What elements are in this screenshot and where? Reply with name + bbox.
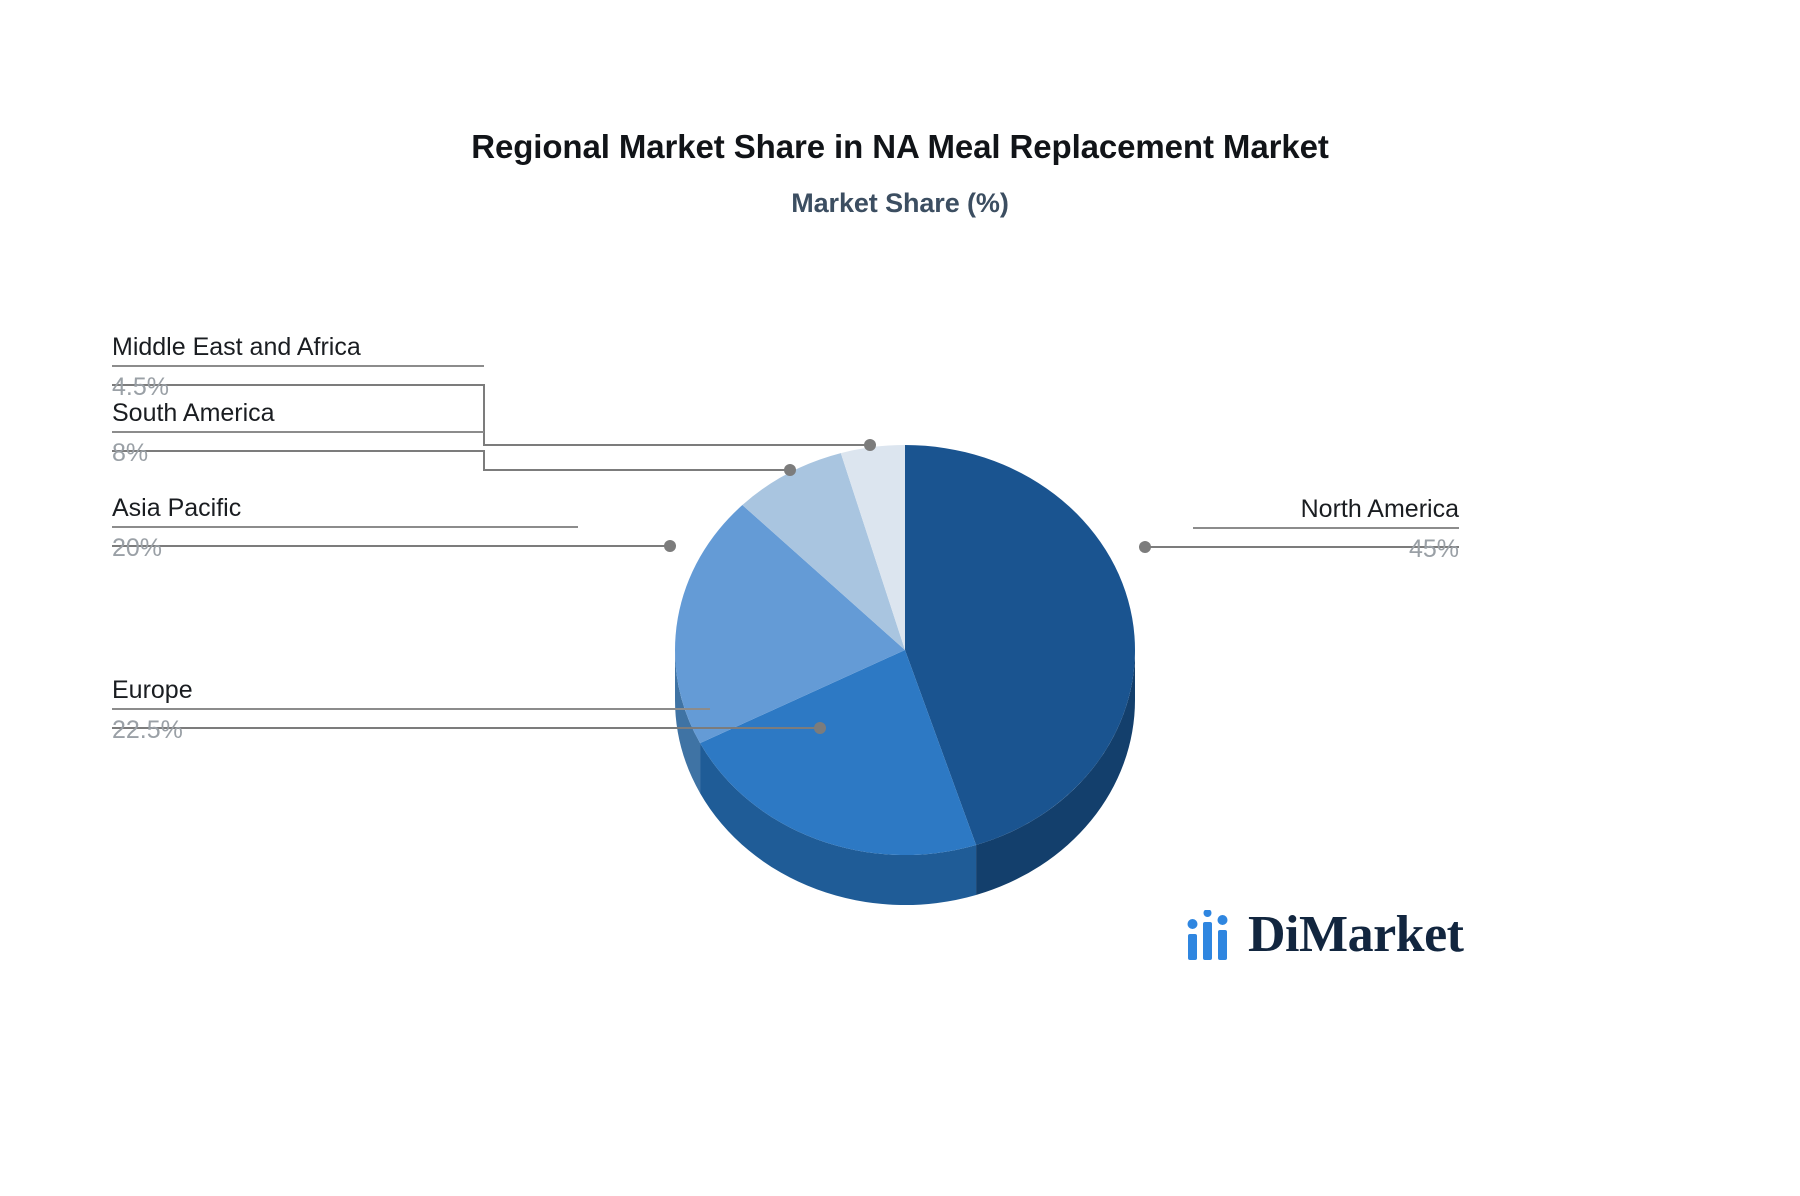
pie-chart	[575, 370, 1235, 930]
pie-slice-middle-east-and-africa[interactable]	[840, 445, 905, 650]
pie-side-asia-pacific	[675, 650, 701, 794]
pie-chart-svg	[675, 445, 1135, 906]
brand-logo: DiMarket	[1186, 900, 1464, 963]
callout-rule	[1193, 527, 1459, 529]
callout-label: North America	[1300, 495, 1459, 523]
pie-slice-north-america[interactable]	[905, 445, 1135, 845]
callout-rule	[112, 708, 710, 710]
pie-slice-south-america[interactable]	[742, 453, 905, 650]
callout-middle-east-and-africa[interactable]: Middle East and Africa 4.5%	[112, 332, 484, 402]
logo-text: DiMarket	[1248, 906, 1464, 963]
bar-chart-icon	[1187, 910, 1228, 960]
callout-value: 4.5%	[112, 373, 169, 401]
callout-label: Europe	[112, 676, 193, 704]
callout-value: 20%	[112, 534, 163, 562]
callout-asia-pacific[interactable]: Asia Pacific 20%	[112, 493, 578, 563]
callout-label: South America	[112, 399, 275, 427]
callout-north-america[interactable]: North America 45%	[1193, 494, 1459, 564]
chart-subtitle: Market Share (%)	[791, 188, 1009, 218]
pie-side-europe	[700, 743, 977, 906]
callout-label: Asia Pacific	[112, 494, 242, 522]
callout-south-america[interactable]: South America 8%	[112, 398, 484, 468]
callout-value: 45%	[1408, 535, 1459, 563]
callout-value: 8%	[112, 439, 149, 467]
callout-europe[interactable]: Europe 22.5%	[112, 675, 710, 745]
pie-slice-asia-pacific[interactable]	[675, 505, 905, 744]
pie-side-north-america	[976, 650, 1135, 895]
pie-slice-europe[interactable]	[700, 650, 977, 855]
pie-depth-group	[675, 650, 1135, 906]
callout-value: 22.5%	[112, 716, 183, 744]
page-title: Regional Market Share in NA Meal Replace…	[471, 128, 1329, 165]
callout-label: Middle East and Africa	[112, 333, 361, 361]
callout-rule	[112, 431, 484, 433]
pie-top-group	[675, 445, 1135, 855]
callout-rule	[112, 365, 484, 367]
callout-rule	[112, 526, 578, 528]
